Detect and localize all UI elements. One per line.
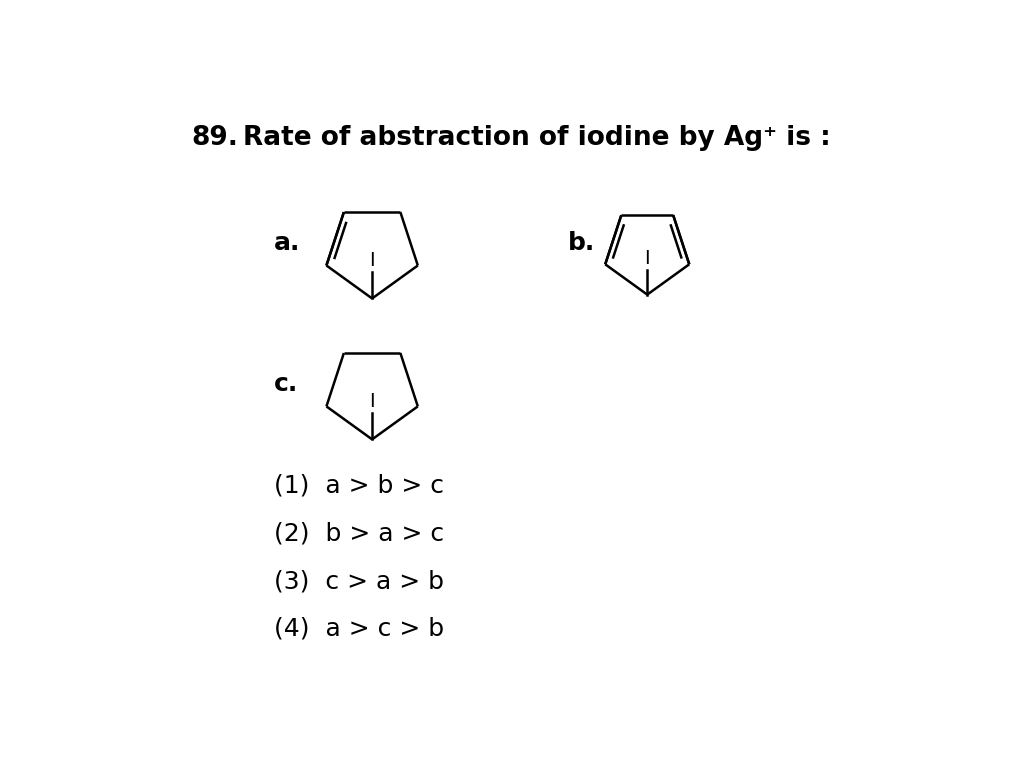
Text: I: I <box>370 392 375 411</box>
Text: (3)  c > a > b: (3) c > a > b <box>273 569 443 593</box>
Text: a.: a. <box>273 231 300 255</box>
Text: (4)  a > c > b: (4) a > c > b <box>273 617 443 641</box>
Text: I: I <box>370 251 375 270</box>
Text: (1)  a > b > c: (1) a > b > c <box>273 474 443 498</box>
Text: 89.: 89. <box>191 125 239 151</box>
Text: I: I <box>644 249 650 268</box>
Text: b.: b. <box>568 231 595 255</box>
Text: c.: c. <box>273 372 298 396</box>
Text: (2)  b > a > c: (2) b > a > c <box>273 522 443 546</box>
Text: Rate of abstraction of iodine by Ag⁺ is :: Rate of abstraction of iodine by Ag⁺ is … <box>243 125 830 151</box>
